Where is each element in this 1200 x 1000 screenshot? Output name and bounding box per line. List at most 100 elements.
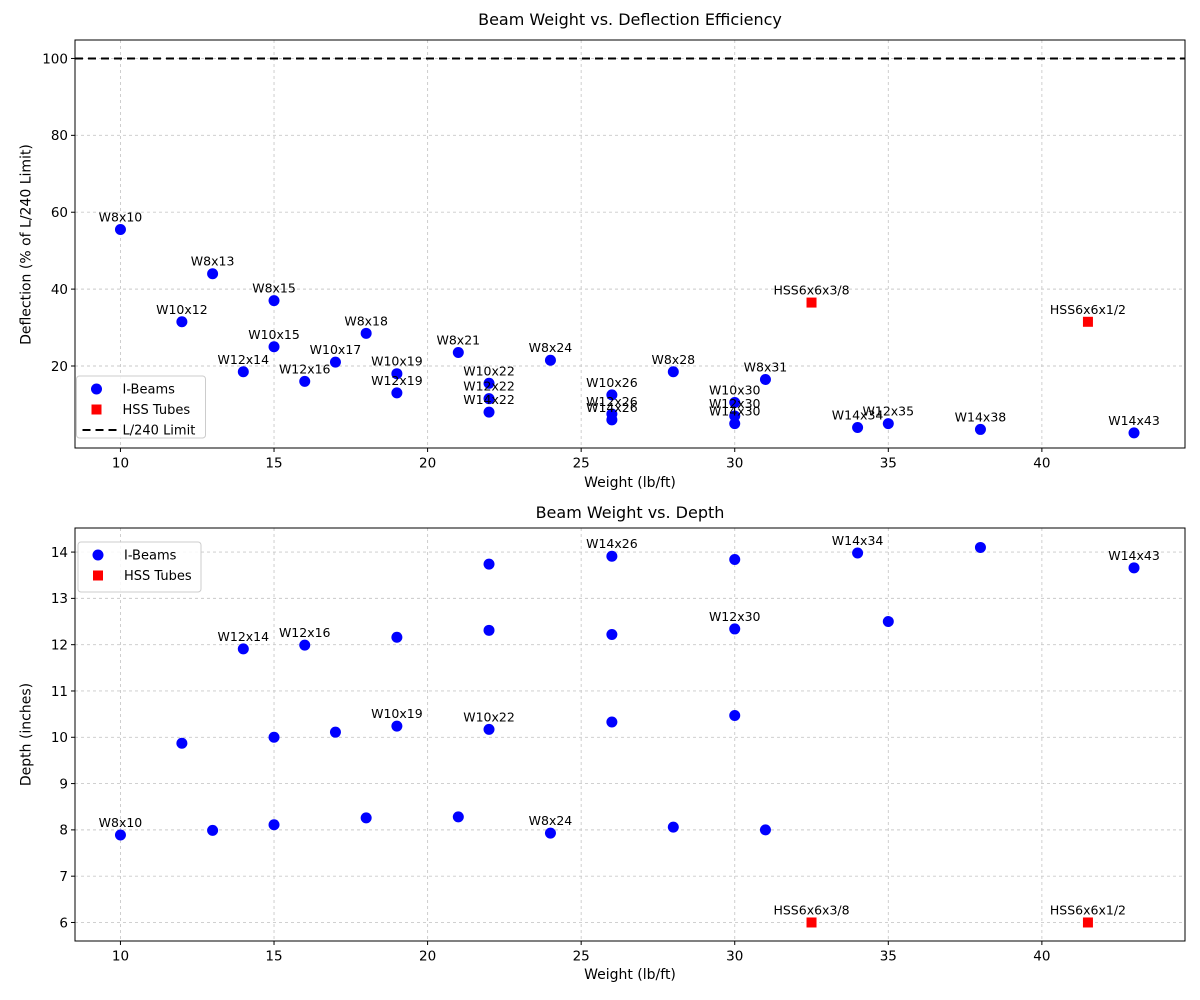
deflection-x-tick-label: 10 [112,456,129,472]
point-W8x28 [667,821,679,833]
point-W12x22 [483,393,495,405]
deflection-annotations: W8x10 W10x12 W8x13 W12x14 W8x15 W10x15 W12x16 W… [99,210,1160,428]
deflection-x-tick-label: 15 [265,456,282,472]
annotation-HSS6x6x1/2: HSS6x6x1/2 [1050,902,1126,917]
depth-series-i-beams [114,541,1140,841]
point-W14x30 [729,553,741,565]
annotation-W10x26: W10x26 [586,375,638,390]
point-W10x22 [483,723,495,735]
point-W14x43 [1128,562,1140,574]
point-W8x24 [544,354,556,366]
deflection-y-tick-label: 20 [51,359,68,375]
depth-x-tick-label: 30 [726,949,743,965]
annotation-W12x30: W12x30 [709,609,761,624]
point-W8x21 [452,811,464,823]
depth-yaxis-label: Depth (inches) [18,682,35,787]
point-W14x34 [852,422,864,434]
deflection-x-tick-label: 35 [880,456,897,472]
annotation-W14x22: W14x22 [463,392,515,407]
annotation-W8x10: W8x10 [99,210,143,225]
annotation-W12x35: W12x35 [863,404,915,419]
annotation-W8x28: W8x28 [651,352,695,367]
depth-x-tick-label: 15 [265,949,282,965]
depth-y-tick-label: 6 [59,915,68,931]
point-W8x13 [207,268,219,280]
deflection-legend-label: I-Beams [123,383,176,398]
point-W12x14 [237,366,249,378]
point-W10x30 [729,710,741,722]
annotation-W14x43: W14x43 [1108,413,1160,428]
deflection-y-tick-label: 100 [42,51,68,67]
depth-x-tick-label: 10 [112,949,129,965]
depth-legend-label: HSS Tubes [124,569,192,584]
depth-chart: W8x10 W12x14 W12x16 W10x19 W10x22 W8x24 W14x26… [51,527,1186,965]
annotation-W14x26: W14x26 [586,400,638,415]
point-W8x18 [360,812,372,824]
depth-grid [75,528,1185,941]
annotation-W10x30: W10x30 [709,383,761,398]
depth-ticks [71,551,1043,945]
depth-series-hss-tubes [806,917,1093,928]
point-W10x17 [329,356,341,368]
depth-y-tick-label: 7 [59,869,68,885]
point-W12x16 [299,375,311,387]
point-W8x31 [759,824,771,836]
point-W14x38 [974,423,986,435]
depth-y-tick-label: 13 [51,591,68,607]
depth-y-tick-label: 8 [59,823,68,839]
depth-x-tick-label: 20 [419,949,436,965]
point-HSS6x6x1/2 [1082,316,1093,327]
point-W8x10 [114,224,126,236]
point-W8x18 [360,327,372,339]
annotation-W8x13: W8x13 [191,254,235,269]
point-W10x26 [606,716,618,728]
deflection-legend-box [76,375,206,439]
depth-y-tick-label: 12 [51,637,68,653]
annotation-W12x14: W12x14 [218,352,270,367]
depth-legend-label: I-Beams [124,549,177,564]
point-W12x30 [729,623,741,635]
depth-legend-marker-square [93,570,103,581]
point-W14x43 [1128,427,1140,439]
deflection-xaxis-label: Weight (lb/ft) [584,475,676,491]
annotation-W8x15: W8x15 [252,281,296,296]
deflection-x-tick-label: 30 [726,456,743,472]
depth-y-tick-label: 11 [51,684,68,700]
annotation-HSS6x6x1/2: HSS6x6x1/2 [1050,302,1126,317]
annotation-W14x30: W14x30 [709,404,761,419]
point-W10x26 [606,389,618,401]
depth-tick-labels: 10 15 20 25 30 35 40 6 7 8 9 10 11 12 13 14 [51,545,1051,965]
annotation-W10x19: W10x19 [371,354,423,369]
point-W12x22 [483,624,495,636]
annotation-W14x38: W14x38 [955,409,1007,424]
annotation-W12x26: W12x26 [586,394,638,409]
annotation-W14x34: W14x34 [832,533,884,548]
annotation-W12x16: W12x16 [279,361,331,376]
depth-y-tick-label: 10 [51,730,68,746]
annotation-W10x22: W10x22 [463,709,515,724]
annotation-W8x21: W8x21 [436,333,480,348]
deflection-legend-marker-square [91,404,102,415]
depth-annotations: W8x10 W12x14 W12x16 W10x19 W10x22 W8x24 W14x26… [99,533,1160,917]
annotation-W8x31: W8x31 [744,359,788,374]
annotation-W10x17: W10x17 [310,342,362,357]
depth-x-tick-label: 35 [880,949,897,965]
depth-legend-box [77,541,202,593]
annotation-W14x34: W14x34 [832,408,884,423]
annotation-HSS6x6x3/8: HSS6x6x3/8 [773,902,849,917]
deflection-y-tick-label: 60 [51,205,68,221]
point-W14x22 [483,406,495,418]
deflection-axes-frame [74,39,1186,449]
deflection-x-tick-label: 20 [419,456,436,472]
depth-axes-frame [74,527,1186,942]
point-W8x28 [667,366,679,378]
deflection-legend: I-Beams HSS Tubes L/240 Limit [76,375,206,439]
deflection-y-tick-label: 40 [51,282,68,298]
point-W10x12 [176,316,188,328]
depth-xaxis-label: Weight (lb/ft) [584,967,676,983]
annotation-W8x18: W8x18 [344,313,388,328]
point-W12x30 [729,410,741,422]
annotation-W10x12: W10x12 [156,302,208,317]
point-W8x15 [268,819,280,831]
